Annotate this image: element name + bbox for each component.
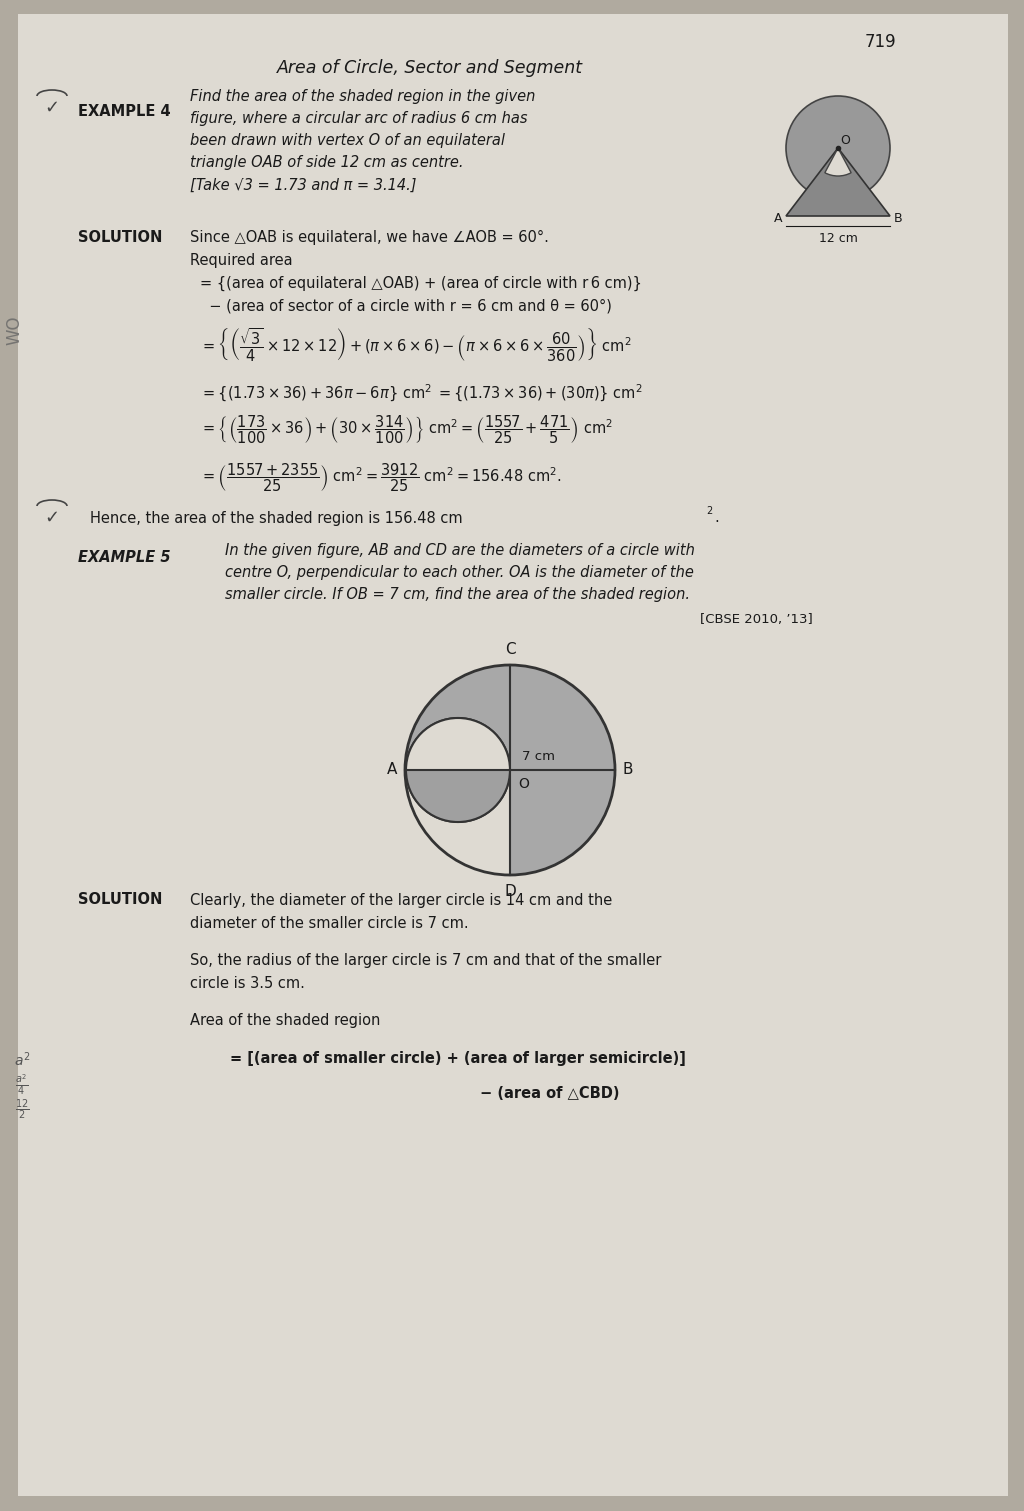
Circle shape [406,718,510,822]
Text: = [(area of smaller circle) + (area of larger semicircle)]: = [(area of smaller circle) + (area of l… [230,1050,686,1065]
Text: = {(area of equilateral △OAB) + (area of circle with r 6 cm)}: = {(area of equilateral △OAB) + (area of… [200,275,642,290]
Text: $= \left\{\left(\dfrac{\sqrt{3}}{4} \times 12 \times 12\right)+ (\pi \times 6 \t: $= \left\{\left(\dfrac{\sqrt{3}}{4} \tim… [200,326,632,364]
Text: $= \left(\dfrac{1557 + 2355}{25}\right)$ cm$^2$$= \dfrac{3912}{25}$ cm$^2$$= 156: $= \left(\dfrac{1557 + 2355}{25}\right)$… [200,462,562,494]
Wedge shape [406,718,510,771]
Text: ✓: ✓ [44,509,59,527]
Text: $\frac{12}{2}$: $\frac{12}{2}$ [14,1098,29,1123]
Text: 7 cm: 7 cm [522,749,555,763]
Text: Clearly, the diameter of the larger circle is 14 cm and the: Clearly, the diameter of the larger circ… [190,893,612,908]
Text: centre O, perpendicular to each other. OA is the diameter of the: centre O, perpendicular to each other. O… [225,565,694,580]
Text: [CBSE 2010, ’13]: [CBSE 2010, ’13] [700,613,813,627]
Text: O: O [840,133,850,147]
Text: SOLUTION: SOLUTION [78,230,163,245]
Text: SOLUTION: SOLUTION [78,893,163,908]
Text: circle is 3.5 cm.: circle is 3.5 cm. [190,976,305,991]
Text: 719: 719 [864,33,896,51]
Wedge shape [510,665,615,875]
Text: B: B [623,763,633,778]
Text: EXAMPLE 5: EXAMPLE 5 [78,550,171,565]
Text: ✓: ✓ [44,100,59,116]
Text: 12 cm: 12 cm [818,231,857,245]
Circle shape [786,97,890,199]
Text: Area of Circle, Sector and Segment: Area of Circle, Sector and Segment [276,59,583,77]
Text: triangle OAB of side 12 cm as centre.: triangle OAB of side 12 cm as centre. [190,156,464,171]
Text: − (area of △CBD): − (area of △CBD) [480,1085,620,1100]
Text: Hence, the area of the shaded region is 156.48 cm: Hence, the area of the shaded region is … [90,511,463,526]
Polygon shape [786,148,890,216]
Text: C: C [505,642,515,656]
Text: smaller circle. If OB = 7 cm, find the area of the shaded region.: smaller circle. If OB = 7 cm, find the a… [225,586,690,601]
Text: D: D [504,884,516,899]
Text: Find the area of the shaded region in the given: Find the area of the shaded region in th… [190,89,536,104]
Text: .: . [714,511,719,526]
Wedge shape [406,771,510,875]
Text: WO: WO [5,316,23,345]
Text: Since △OAB is equilateral, we have ∠AOB = 60°.: Since △OAB is equilateral, we have ∠AOB … [190,230,549,245]
Text: $= \{(1.73 \times 36) + 36\pi - 6\pi\}$ cm$^2$$\;= \{(1.73 \times 36) + (30\pi)\: $= \{(1.73 \times 36) + 36\pi - 6\pi\}$ … [200,382,643,403]
Wedge shape [825,148,851,175]
Text: In the given figure, AB and CD are the diameters of a circle with: In the given figure, AB and CD are the d… [225,542,695,558]
Text: figure, where a circular arc of radius 6 cm has: figure, where a circular arc of radius 6… [190,112,527,127]
Text: B: B [894,212,902,225]
Text: $^{2}$: $^{2}$ [706,506,714,520]
Text: $\frac{a^2}{4}$: $\frac{a^2}{4}$ [15,1073,29,1097]
Text: [Take √3 = 1.73 and π = 3.14.]: [Take √3 = 1.73 and π = 3.14.] [190,177,417,192]
Text: diameter of the smaller circle is 7 cm.: diameter of the smaller circle is 7 cm. [190,916,469,931]
Text: Area of the shaded region: Area of the shaded region [190,1012,380,1027]
Text: Required area: Required area [190,252,293,267]
Text: O: O [518,777,528,790]
Text: So, the radius of the larger circle is 7 cm and that of the smaller: So, the radius of the larger circle is 7… [190,952,662,967]
Text: A: A [774,212,782,225]
Text: been drawn with vertex O of an equilateral: been drawn with vertex O of an equilater… [190,133,505,148]
Text: EXAMPLE 4: EXAMPLE 4 [78,104,171,119]
Wedge shape [406,771,510,822]
Wedge shape [406,665,510,771]
Text: A: A [387,763,397,778]
Text: − (area of sector of a circle with r = 6 cm and θ = 60°): − (area of sector of a circle with r = 6… [200,299,612,313]
Text: $a^2$: $a^2$ [13,1050,30,1070]
Text: $= \left\{\left(\dfrac{173}{100} \times 36\right)+ \left(30 \times \dfrac{314}{1: $= \left\{\left(\dfrac{173}{100} \times … [200,414,612,446]
